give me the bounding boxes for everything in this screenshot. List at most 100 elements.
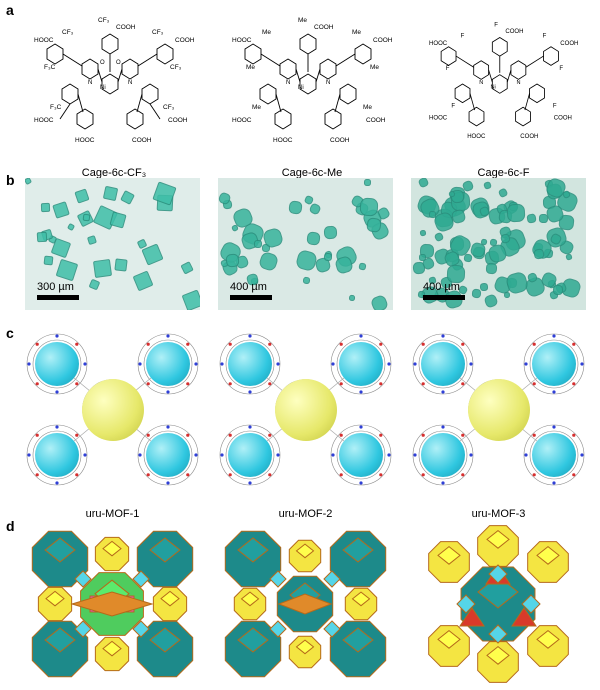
crystal (359, 198, 378, 217)
crystal (181, 289, 200, 310)
mof-struct-2 (218, 332, 393, 504)
pore-sphere-corner (339, 433, 383, 477)
crystal (504, 292, 511, 299)
crystal (67, 223, 75, 231)
row-a-label: a (6, 2, 14, 18)
crystal (40, 203, 49, 212)
chem-structure-me: HOOCCOOH COOH HOOCCOOH HOOCCOOH MeMe MeM… (218, 8, 406, 160)
crystal (349, 295, 356, 302)
svg-text:COOH: COOH (314, 24, 334, 31)
svg-text:COOH: COOH (132, 137, 152, 144)
svg-text:Me: Me (252, 104, 261, 111)
pore-sphere-corner (35, 342, 79, 386)
svg-text:CF₃: CF₃ (62, 29, 74, 36)
panel-b-1: 300 µm (25, 178, 200, 310)
crystal (480, 282, 489, 291)
crystal (434, 231, 445, 242)
svg-text:CF₃: CF₃ (152, 29, 164, 36)
svg-text:F₃C: F₃C (44, 64, 56, 71)
svg-text:F₃C: F₃C (50, 104, 62, 111)
row-c-label: c (6, 325, 14, 341)
figure-root: a HOOC COOH (0, 0, 600, 690)
crystal (44, 256, 54, 266)
crystal (56, 258, 78, 280)
crystal (417, 178, 429, 189)
crystal (308, 203, 322, 217)
crystal (526, 213, 536, 223)
scalebar: 400 µm (230, 281, 272, 300)
micrograph-3: 400 µm (411, 178, 586, 310)
crystal (37, 231, 48, 242)
pore-sphere-corner (146, 433, 190, 477)
chem-structure-f: HOOCCOOH COOH HOOCCOOH HOOCCOOH FF FF FF… (416, 8, 591, 160)
svg-text:CF₃: CF₃ (163, 104, 175, 111)
pore-sphere-corner (421, 342, 465, 386)
svg-text:Me: Me (298, 17, 307, 24)
svg-text:F: F (553, 103, 557, 109)
crystal (553, 285, 563, 295)
pore-sphere-center (275, 379, 337, 441)
crystal (324, 225, 338, 239)
svg-text:COOH: COOH (366, 117, 386, 124)
pore-sphere-corner (228, 433, 272, 477)
svg-text:Ni: Ni (100, 85, 106, 91)
crystal (419, 230, 426, 237)
svg-text:HOOC: HOOC (429, 41, 448, 47)
tiling-3 (411, 524, 586, 684)
svg-text:HOOC: HOOC (232, 117, 252, 124)
svg-text:N: N (517, 80, 521, 86)
pore-sphere-corner (532, 342, 576, 386)
svg-text:N: N (286, 80, 290, 86)
crystal (253, 240, 261, 248)
crystal (133, 270, 154, 291)
chem-structure-cf3: HOOCCOOH COOH HOOCCOOH HOOCCOOH F₃CCF₃ C… (20, 8, 208, 160)
crystal (484, 293, 499, 308)
svg-text:N: N (326, 80, 330, 86)
crystal (225, 254, 239, 268)
row-d-label: d (6, 518, 15, 534)
svg-text:COOH: COOH (175, 37, 195, 44)
crystal (114, 258, 127, 271)
svg-text:F: F (461, 33, 465, 39)
svg-text:COOH: COOH (168, 117, 188, 124)
svg-text:F: F (559, 66, 563, 72)
svg-text:COOH: COOH (520, 134, 538, 140)
crystal (87, 235, 98, 246)
svg-text:N: N (479, 80, 483, 86)
crystal (307, 232, 321, 246)
panel-c-3-caption: uru-MOF-3 (411, 508, 586, 520)
pore-sphere-center (82, 379, 144, 441)
panel-d-3 (411, 524, 586, 684)
svg-text:F: F (543, 33, 547, 39)
tiling-1 (25, 524, 200, 684)
pore-sphere-corner (35, 433, 79, 477)
svg-text:CF₃: CF₃ (170, 64, 182, 71)
panel-a-3: HOOCCOOH COOH HOOCCOOH HOOCCOOH FF FF FF… (416, 8, 591, 160)
panel-d-2 (218, 524, 393, 684)
crystal (498, 187, 508, 197)
panel-c-1: uru-MOF-1 (25, 332, 200, 504)
micrograph-1: 300 µm (25, 178, 200, 310)
svg-text:Ni: Ni (490, 85, 495, 91)
svg-text:HOOC: HOOC (75, 137, 95, 144)
crystal (364, 179, 371, 186)
panel-b-3: 400 µm (411, 178, 586, 310)
crystal (25, 178, 32, 185)
panel-a-1: HOOCCOOH COOH HOOCCOOH HOOCCOOH F₃CCF₃ C… (20, 8, 208, 160)
crystal (471, 289, 481, 299)
crystal (324, 253, 332, 261)
svg-text:HOOC: HOOC (232, 37, 252, 44)
pore-sphere-corner (339, 342, 383, 386)
mof-struct-1 (25, 332, 200, 504)
svg-text:COOH: COOH (554, 115, 572, 121)
panel-d-1 (25, 524, 200, 684)
panel-c-1-caption: uru-MOF-1 (25, 508, 200, 520)
svg-text:COOH: COOH (116, 24, 136, 31)
crystal (507, 203, 525, 221)
svg-text:CF₃: CF₃ (98, 17, 110, 24)
pore-sphere-center (468, 379, 530, 441)
micrograph-2: 400 µm (218, 178, 393, 310)
svg-text:HOOC: HOOC (273, 137, 293, 144)
crystal (370, 294, 390, 310)
pore-sphere-corner (532, 433, 576, 477)
